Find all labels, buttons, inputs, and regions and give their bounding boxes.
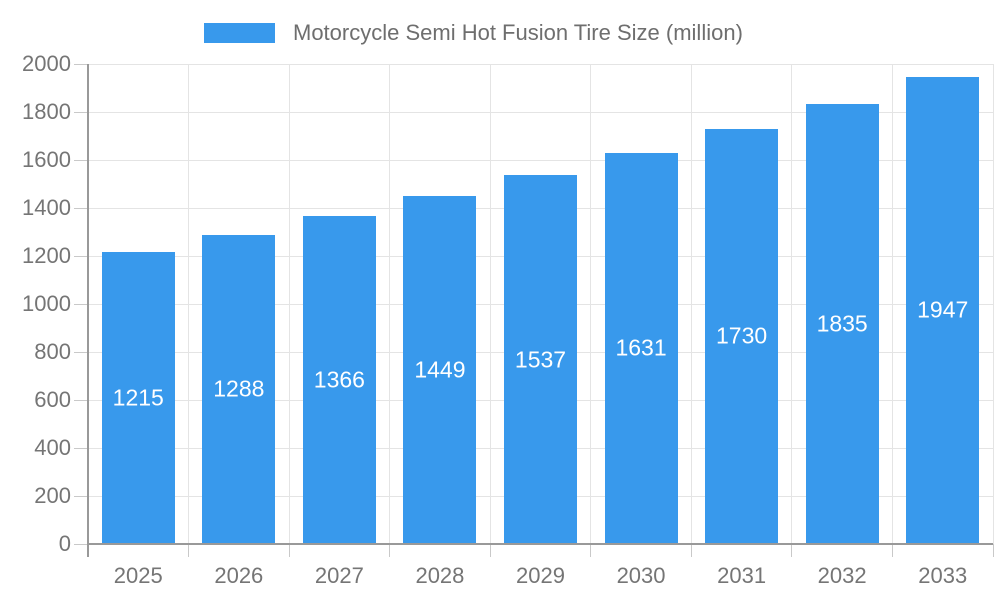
gridline-vertical [992, 64, 994, 544]
y-axis-tick-label: 1800 [22, 99, 71, 124]
x-axis-tick [690, 544, 692, 557]
y-axis-tick-label: 1000 [22, 291, 71, 316]
y-axis-tick [74, 303, 88, 305]
y-axis-tick [74, 255, 88, 257]
bar-2026[interactable]: 1288 [202, 234, 276, 544]
legend[interactable]: Motorcycle Semi Hot Fusion Tire Size (mi… [204, 16, 743, 50]
x-axis-tick [992, 544, 994, 557]
gridline-vertical [288, 64, 290, 544]
gridline-horizontal [88, 63, 993, 65]
y-axis-tick-label: 0 [58, 531, 71, 556]
y-axis-tick [74, 63, 88, 65]
bar-2025[interactable]: 1215 [101, 252, 175, 544]
y-axis-line [87, 64, 89, 557]
y-axis-tick-label: 400 [34, 435, 71, 460]
x-axis-tick [590, 544, 592, 557]
bar-value-label: 1288 [213, 375, 265, 402]
gridline-vertical [188, 64, 190, 544]
y-axis-tick [74, 399, 88, 401]
y-axis-tick [74, 351, 88, 353]
legend-label[interactable]: Motorcycle Semi Hot Fusion Tire Size (mi… [293, 20, 743, 45]
bar-value-label: 1631 [615, 334, 667, 361]
gridline-vertical [690, 64, 692, 544]
bar-2032[interactable]: 1835 [805, 103, 879, 544]
bar-value-label: 1366 [313, 366, 365, 393]
y-axis-tick [74, 207, 88, 209]
bar-2027[interactable]: 1366 [302, 216, 376, 544]
gridline-vertical [489, 64, 491, 544]
legend-swatch[interactable] [204, 23, 275, 43]
x-axis-tick-label: 2027 [314, 563, 364, 588]
gridline-vertical [590, 64, 592, 544]
bar-2029[interactable]: 1537 [504, 175, 577, 544]
x-axis-tick [891, 544, 893, 557]
y-axis-tick-label: 600 [34, 387, 71, 412]
x-axis-tick-label: 2030 [616, 563, 666, 588]
bar-2028[interactable]: 1449 [403, 196, 477, 544]
y-axis-tick [74, 543, 88, 545]
x-axis-tick-label: 2028 [415, 563, 465, 588]
bar-value-label: 1730 [716, 322, 768, 349]
y-axis-tick-label: 1600 [22, 147, 71, 172]
x-axis-tick-label: 2031 [717, 563, 767, 588]
y-axis-tick-label: 1400 [22, 195, 71, 220]
x-axis-tick [389, 544, 391, 557]
bar-value-label: 1215 [112, 384, 164, 411]
bar-2031[interactable]: 1730 [705, 128, 779, 544]
x-axis-tick-label: 2029 [516, 563, 565, 588]
x-axis-tick [288, 544, 290, 557]
bar-2030[interactable]: 1631 [604, 152, 678, 544]
bar-value-label: 1947 [917, 296, 969, 323]
gridline-horizontal [88, 111, 993, 113]
x-axis-tick [489, 544, 491, 557]
x-axis-tick-label: 2025 [113, 563, 163, 588]
gridline-vertical [389, 64, 391, 544]
gridline-vertical [791, 64, 793, 544]
x-axis-line [88, 543, 993, 545]
x-axis-tick-label: 2033 [918, 563, 968, 588]
bar-value-label: 1537 [514, 346, 567, 373]
y-axis-tick [74, 111, 88, 113]
gridline-horizontal [88, 159, 993, 161]
x-axis-tick [791, 544, 793, 557]
bar-value-label: 1835 [816, 310, 868, 337]
y-axis-tick-label: 2000 [22, 51, 71, 76]
y-axis-tick [74, 159, 88, 161]
y-axis-tick-label: 1200 [22, 243, 71, 268]
gridline-vertical [891, 64, 893, 544]
bar-value-label: 1449 [414, 356, 466, 383]
x-axis-tick-label: 2026 [214, 563, 264, 588]
x-axis-tick-label: 2032 [817, 563, 867, 588]
y-axis-tick-label: 200 [34, 483, 71, 508]
y-axis-tick [74, 447, 88, 449]
bar-2033[interactable]: 1947 [906, 76, 980, 544]
y-axis-tick [74, 495, 88, 497]
x-axis-tick [188, 544, 190, 557]
y-axis-tick-label: 800 [34, 339, 71, 364]
